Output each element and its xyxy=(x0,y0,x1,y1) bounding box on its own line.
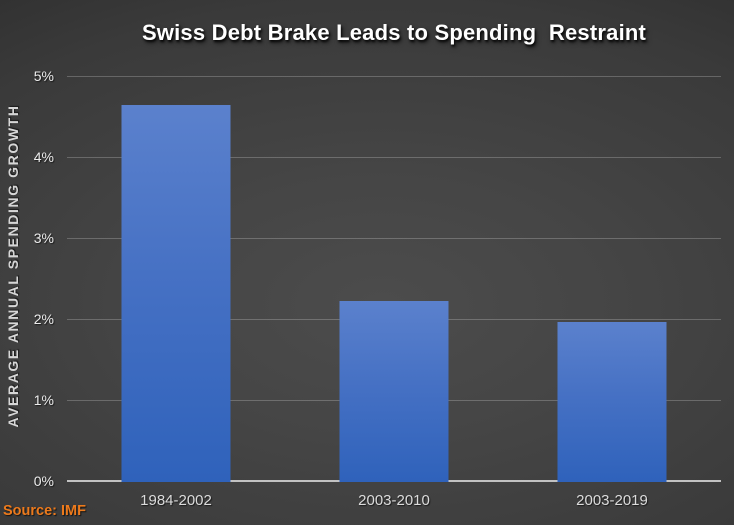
source-note: Source: IMF xyxy=(3,503,86,519)
y-tick-label-2%: 2% xyxy=(33,311,54,327)
gridline-3% xyxy=(67,238,721,239)
y-tick-label-5%: 5% xyxy=(33,68,54,84)
y-tick-label-3%: 3% xyxy=(33,230,54,246)
x-axis-category-labels: 1984-2002 2003-2010 2003-2019 xyxy=(67,492,721,512)
x-category-label-2003-2010: 2003-2010 xyxy=(358,492,430,509)
y-tick-label-1%: 1% xyxy=(33,392,54,408)
plot-area xyxy=(67,76,721,482)
y-tick-label-4%: 4% xyxy=(33,149,54,165)
y-axis-tick-labels: 0% 1% 2% 3% 4% 5% xyxy=(0,68,54,489)
bar-2003-2010 xyxy=(339,300,449,482)
gridline-5% xyxy=(67,76,721,77)
chart-title: Swiss Debt Brake Leads to Spending Restr… xyxy=(141,20,647,45)
x-category-label-2003-2019: 2003-2019 xyxy=(576,492,648,509)
gridline-4% xyxy=(67,157,721,158)
x-category-label-1984-2002: 1984-2002 xyxy=(140,492,212,509)
bar-1984-2002 xyxy=(121,105,231,482)
bar-2003-2019 xyxy=(557,322,667,482)
y-tick-label-0%: 0% xyxy=(33,473,54,489)
